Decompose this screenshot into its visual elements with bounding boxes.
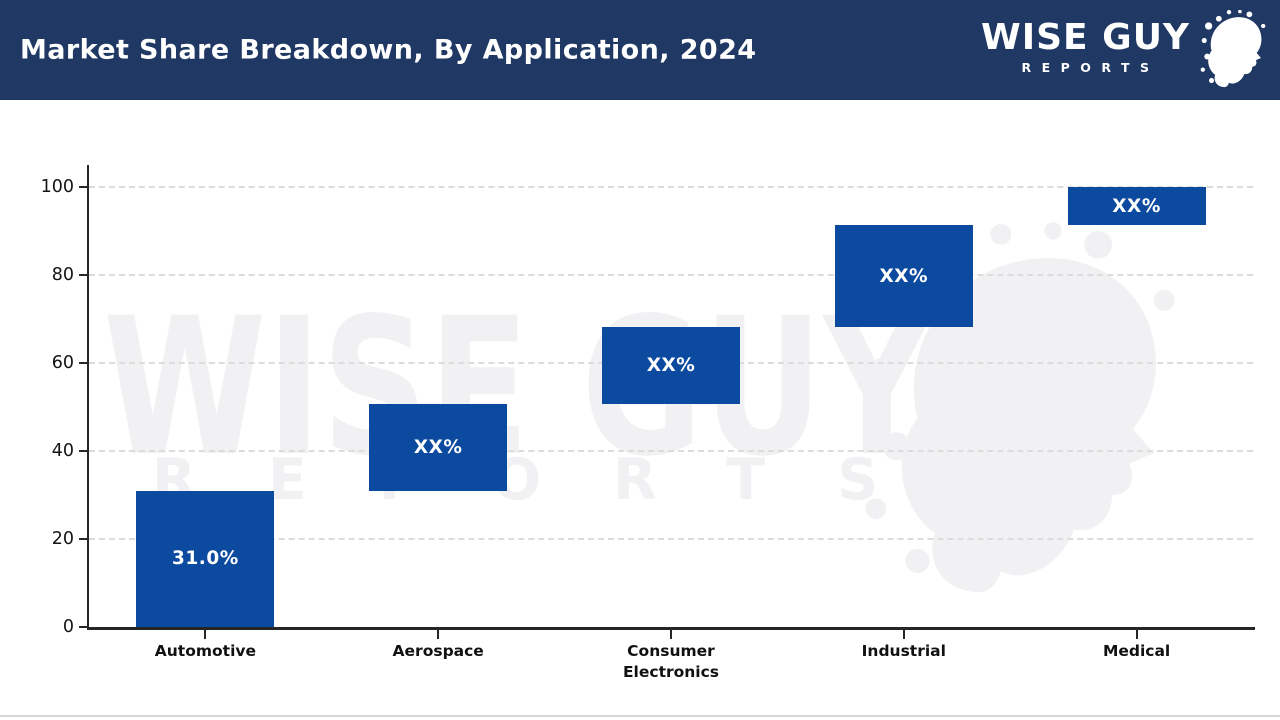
header-bar: Market Share Breakdown, By Application, … (0, 0, 1280, 100)
bar-value-label: XX% (646, 354, 696, 376)
bar-value-label: 31.0% (172, 548, 239, 570)
x-category-label-3: Industrial (861, 642, 946, 660)
x-axis-line (87, 627, 1255, 630)
y-tick-label-80: 80 (51, 265, 74, 285)
gridline-y20 (89, 538, 1253, 540)
wiseguy-logo: WISE GUY REPORTS (981, 6, 1270, 94)
wiseguy-logo-wiseguy: WISE GUY (980, 17, 1190, 58)
x-category-label-4: Medical (1102, 642, 1171, 660)
gridline-y100 (89, 186, 1253, 188)
y-tick-mark-0 (79, 626, 87, 628)
y-axis-line (87, 165, 89, 629)
x-axis-category-labels: Automotive Aerospace Consumer Electronics I… (89, 641, 1253, 701)
bar-consumer-electronics: XX% (602, 326, 740, 404)
bar-industrial: XX% (834, 225, 973, 327)
y-tick-mark-60 (79, 362, 87, 364)
y-tick-label-100: 100 (40, 177, 74, 197)
x-tick-mark-4 (1135, 630, 1138, 639)
bar-value-label: XX% (1112, 195, 1161, 217)
x-tick-mark-3 (902, 630, 905, 639)
x-tick-mark-0 (204, 630, 207, 639)
y-axis-labels: 0 20 40 60 80 100 (0, 177, 74, 637)
wiseguy-logo-text: WISE GUY REPORTS (980, 17, 1190, 76)
x-category-label-0: Automotive (154, 642, 257, 660)
bar-aerospace: XX% (369, 403, 508, 491)
y-axis-ticks (79, 186, 87, 628)
y-tick-mark-40 (79, 450, 87, 452)
bar-value-label: XX% (879, 265, 929, 287)
y-tick-label-20: 20 (51, 529, 74, 549)
gridline-y80 (89, 274, 1253, 276)
gridline-y40 (89, 450, 1253, 452)
wiseguy-logo-reports: REPORTS (1021, 60, 1160, 75)
bar-medical: XX% (1067, 187, 1206, 226)
y-tick-mark-20 (79, 538, 87, 540)
y-tick-label-40: 40 (51, 441, 74, 461)
wiseguy-head-icon (1198, 9, 1268, 90)
bar-value-label: XX% (413, 436, 463, 458)
x-category-label-1: Aerospace (392, 642, 484, 660)
x-axis-ticks (89, 630, 1253, 639)
bottom-border-line (0, 715, 1280, 717)
y-tick-mark-100 (79, 186, 87, 188)
x-tick-mark-1 (437, 630, 440, 639)
x-tick-mark-2 (670, 630, 672, 639)
plot-area: 31.0% XX% XX% XX% XX% (89, 186, 1253, 627)
y-tick-mark-80 (79, 274, 87, 276)
y-tick-label-0: 0 (62, 617, 74, 637)
y-tick-label-60: 60 (51, 353, 74, 373)
x-category-label-2: Consumer Electronics (622, 642, 720, 681)
bar-automotive: 31.0% (136, 490, 275, 627)
page-title: Market Share Breakdown, By Application, … (20, 34, 757, 66)
